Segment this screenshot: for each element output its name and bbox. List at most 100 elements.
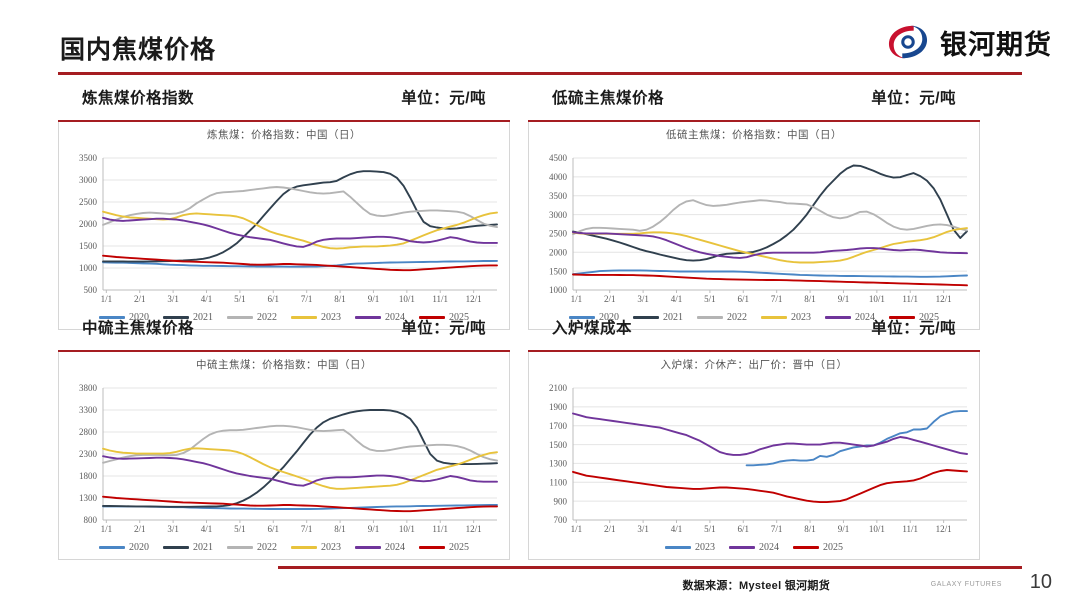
x-tick-label: 6/1 bbox=[738, 294, 750, 304]
legend-label: 2024 bbox=[759, 542, 779, 553]
y-tick-label: 1300 bbox=[79, 493, 98, 503]
series-line-2025 bbox=[572, 273, 968, 287]
legend-swatch-icon bbox=[355, 316, 381, 319]
legend-item-2022[interactable]: 2022 bbox=[227, 542, 277, 553]
y-tick-label: 1500 bbox=[549, 440, 568, 450]
panel-unit-label: 单位：元/吨 bbox=[871, 320, 956, 337]
panel-header: 炼焦煤价格指数 单位：元/吨 bbox=[58, 86, 510, 116]
x-tick-label: 8/1 bbox=[804, 524, 816, 534]
legend-item-2025[interactable]: 2025 bbox=[419, 542, 469, 553]
legend-item-2025[interactable]: 2025 bbox=[793, 542, 843, 553]
x-tick-label: 5/1 bbox=[704, 294, 716, 304]
x-tick-label: 10/1 bbox=[869, 524, 885, 534]
x-tick-label: 4/1 bbox=[201, 524, 213, 534]
legend-item-2024[interactable]: 2024 bbox=[355, 542, 405, 553]
chart-subtitle: 中硫主焦煤：价格指数：中国（日） bbox=[196, 359, 372, 371]
legend-label: 2024 bbox=[855, 312, 875, 323]
legend-label: 2023 bbox=[321, 312, 341, 323]
legend-item-2022[interactable]: 2022 bbox=[697, 312, 747, 323]
legend-item-2024[interactable]: 2024 bbox=[729, 542, 779, 553]
y-tick-label: 2500 bbox=[549, 229, 568, 239]
legend-item-2020[interactable]: 2020 bbox=[569, 312, 619, 323]
x-tick-label: 7/1 bbox=[771, 294, 783, 304]
legend-label: 2024 bbox=[385, 312, 405, 323]
legend-item-2020[interactable]: 2020 bbox=[99, 542, 149, 553]
legend-item-2021[interactable]: 2021 bbox=[163, 312, 213, 323]
legend-label: 2020 bbox=[129, 312, 149, 323]
series-line-2020 bbox=[102, 259, 498, 268]
x-tick-label: 8/1 bbox=[334, 524, 346, 534]
series-line-2023 bbox=[102, 447, 498, 490]
legend-swatch-icon bbox=[419, 546, 445, 549]
company-name: 银河期货 bbox=[940, 29, 1052, 60]
x-tick-label: 1/1 bbox=[101, 524, 113, 534]
series-line-2023 bbox=[745, 410, 968, 467]
panel-header: 中硫主焦煤价格 单位：元/吨 bbox=[58, 316, 510, 346]
legend-swatch-icon bbox=[291, 546, 317, 549]
x-tick-label: 3/1 bbox=[637, 294, 649, 304]
panel-unit-label: 单位：元/吨 bbox=[401, 90, 486, 107]
legend-item-2024[interactable]: 2024 bbox=[825, 312, 875, 323]
company-logo: 银河期货 bbox=[885, 22, 1052, 62]
x-tick-label: 9/1 bbox=[838, 524, 850, 534]
footer-divider bbox=[278, 566, 1022, 569]
panel-medium-sulfur-coking-coal: 中硫主焦煤价格 单位：元/吨中硫主焦煤：价格指数：中国（日） 800 1300 1800… bbox=[58, 316, 510, 560]
legend-item-2023[interactable]: 2023 bbox=[291, 312, 341, 323]
x-tick-label: 3/1 bbox=[637, 524, 649, 534]
x-tick-label: 9/1 bbox=[368, 294, 380, 304]
x-tick-label: 1/1 bbox=[101, 294, 113, 304]
x-tick-label: 2/1 bbox=[604, 524, 616, 534]
legend-item-2023[interactable]: 2023 bbox=[761, 312, 811, 323]
y-tick-label: 2000 bbox=[549, 247, 568, 257]
legend-label: 2025 bbox=[919, 312, 939, 323]
panel-title: 入炉煤成本 bbox=[552, 320, 633, 337]
legend-label: 2021 bbox=[193, 542, 213, 553]
legend-swatch-icon bbox=[729, 546, 755, 549]
series-line-2022 bbox=[572, 199, 968, 236]
legend-label: 2023 bbox=[791, 312, 811, 323]
y-tick-label: 3000 bbox=[549, 210, 568, 220]
x-tick-label: 2/1 bbox=[604, 294, 616, 304]
series-line-2021 bbox=[572, 164, 968, 262]
legend-label: 2022 bbox=[257, 312, 277, 323]
legend-swatch-icon bbox=[793, 546, 819, 549]
x-tick-label: 11/1 bbox=[432, 524, 448, 534]
series-line-2025 bbox=[572, 469, 968, 504]
panel-divider bbox=[528, 120, 980, 122]
chart-legend: 2020 2021 2022 2023 2024 2025 bbox=[529, 310, 979, 329]
x-tick-label: 4/1 bbox=[201, 294, 213, 304]
legend-item-2020[interactable]: 2020 bbox=[99, 312, 149, 323]
y-tick-label: 700 bbox=[554, 515, 568, 525]
y-tick-label: 1000 bbox=[549, 285, 568, 295]
panel-low-sulfur-coking-coal: 低硫主焦煤价格 单位：元/吨 低硫主焦煤：价格指数：中国（日） 1000 1500 200… bbox=[528, 86, 980, 330]
legend-swatch-icon bbox=[889, 316, 915, 319]
legend-item-2022[interactable]: 2022 bbox=[227, 312, 277, 323]
legend-item-2021[interactable]: 2021 bbox=[163, 542, 213, 553]
x-tick-label: 3/1 bbox=[167, 294, 179, 304]
y-tick-label: 2000 bbox=[79, 219, 98, 229]
legend-item-2025[interactable]: 2025 bbox=[889, 312, 939, 323]
series-line-2025 bbox=[102, 254, 498, 272]
panel-body: 中硫主焦煤：价格指数：中国（日） 800 1300 1800 2300 2800 3300 3… bbox=[58, 352, 510, 560]
legend-label: 2020 bbox=[599, 312, 619, 323]
x-tick-label: 9/1 bbox=[838, 294, 850, 304]
x-tick-label: 11/1 bbox=[902, 524, 918, 534]
chart-plot: 500 1000 1500 2000 2500 3000 3500 1/1 2/1 3/1 4/1 5… bbox=[79, 153, 498, 304]
panel-body: 入炉煤：介休产：出厂价：晋中（日） 700 900 1100 1300 1500 1700 1… bbox=[528, 352, 980, 560]
legend-label: 2022 bbox=[257, 542, 277, 553]
legend-item-2021[interactable]: 2021 bbox=[633, 312, 683, 323]
y-tick-label: 4500 bbox=[549, 153, 568, 163]
x-tick-label: 12/1 bbox=[466, 294, 482, 304]
legend-item-2025[interactable]: 2025 bbox=[419, 312, 469, 323]
legend-item-2023[interactable]: 2023 bbox=[291, 542, 341, 553]
panel-body: 炼焦煤：价格指数：中国（日） 500 1000 1500 2000 2500 3000 350… bbox=[58, 122, 510, 330]
slide-header: 国内焦煤价格 银河期货 bbox=[0, 0, 1080, 78]
legend-label: 2025 bbox=[823, 542, 843, 553]
legend-label: 2024 bbox=[385, 542, 405, 553]
legend-item-2023[interactable]: 2023 bbox=[665, 542, 715, 553]
legend-swatch-icon bbox=[99, 546, 125, 549]
chart-plot: 1000 1500 2000 2500 3000 3500 4000 4500 1/1 2/1 3/… bbox=[549, 153, 968, 304]
x-tick-label: 3/1 bbox=[167, 524, 179, 534]
chart-plot: 700 900 1100 1300 1500 1700 1900 2100 1/1 2/1 3/1 4… bbox=[549, 383, 968, 534]
legend-item-2024[interactable]: 2024 bbox=[355, 312, 405, 323]
